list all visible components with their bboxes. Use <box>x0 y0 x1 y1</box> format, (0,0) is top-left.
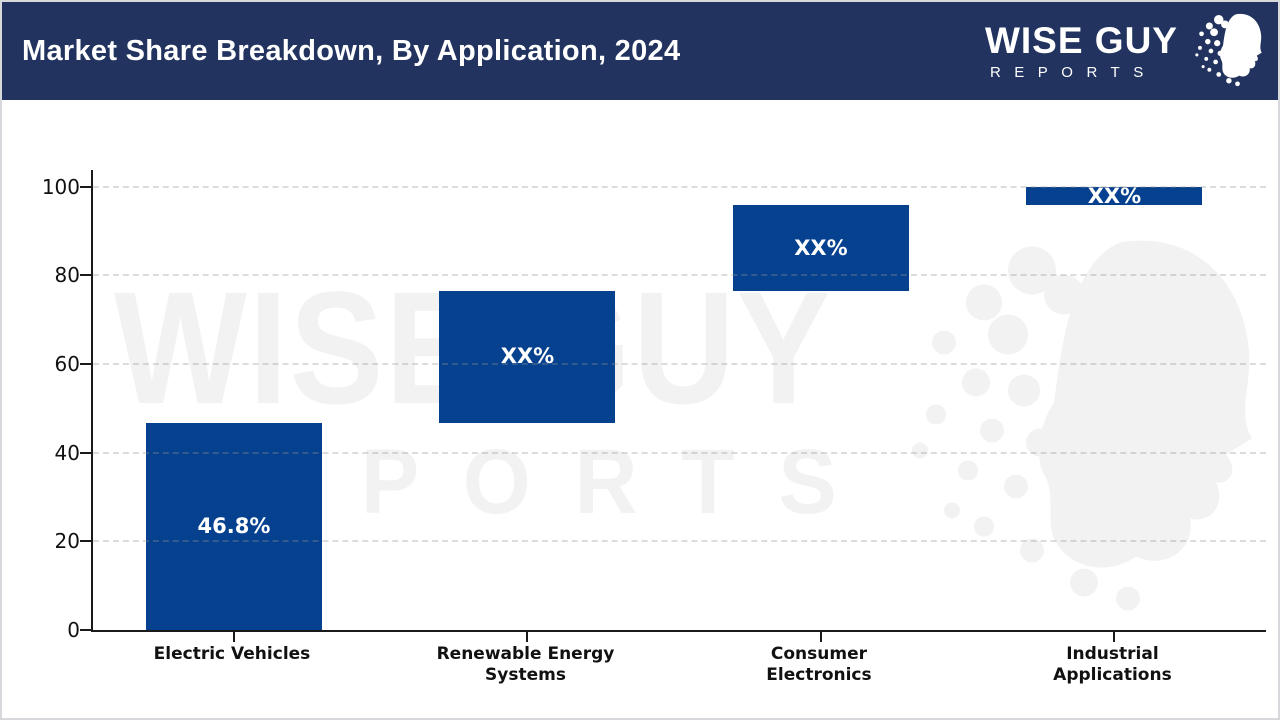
y-tick-label: 0 <box>67 618 80 642</box>
y-tick-mark <box>80 363 91 366</box>
y-tick-label: 100 <box>41 174 80 199</box>
x-tick-mark <box>819 632 822 642</box>
gridline <box>93 363 1266 366</box>
plot-area: 46.8% XX% XX% XX% <box>80 170 1266 642</box>
x-tick-mark <box>1113 632 1116 642</box>
page-title: Market Share Breakdown, By Application, … <box>22 34 681 67</box>
x-tick-mark <box>526 632 529 642</box>
gridline <box>93 540 1266 543</box>
y-tick-label: 40 <box>54 440 80 465</box>
x-tick-mark <box>232 632 235 642</box>
y-tick-label: 80 <box>54 263 80 288</box>
y-tick-label: 60 <box>54 352 80 377</box>
y-tick-label: 20 <box>54 529 80 554</box>
y-tick-mark <box>80 540 91 543</box>
logo-wordmark: WISE GUY <box>984 20 1178 61</box>
y-tick-mark <box>80 451 91 454</box>
logo-text: WISE GUY REPORTS <box>985 22 1178 80</box>
bar-renewable-energy-systems: XX% <box>439 291 616 423</box>
gridline <box>93 451 1266 454</box>
bar-value-label: XX% <box>794 235 848 260</box>
bar-value-label: XX% <box>500 344 555 369</box>
y-tick-mark <box>80 274 91 277</box>
bar-value-label: XX% <box>1087 183 1142 208</box>
y-tick-mark <box>80 629 91 631</box>
chart-area: WISE GUY REPORTS 46.8% XX% XX% XX% 0 20 40 60 8… <box>2 100 1278 718</box>
gridline <box>93 274 1266 277</box>
dotted-head-profile-icon <box>1195 13 1262 87</box>
y-tick-mark <box>80 185 91 188</box>
bar-industrial-applications: XX% <box>1026 183 1203 208</box>
logo-subtitle: REPORTS <box>989 64 1157 81</box>
x-category-label: Electric Vehicles <box>153 644 311 664</box>
x-category-label: Renewable Energy Systems <box>436 644 615 685</box>
watermark-dotted-head-icon <box>912 240 1252 611</box>
wise-guy-reports-logo: WISE GUY REPORTS <box>985 8 1268 94</box>
bar-consumer-electronics: XX% <box>732 205 909 291</box>
bar-value-label: 46.8% <box>197 513 271 538</box>
gridline <box>93 185 1266 188</box>
bar-electric-vehicles: 46.8% <box>145 422 322 630</box>
x-category-label: Consumer Electronics <box>766 644 872 685</box>
report-header: Market Share Breakdown, By Application, … <box>2 2 1278 100</box>
x-category-label: Industrial Applications <box>1053 644 1172 685</box>
